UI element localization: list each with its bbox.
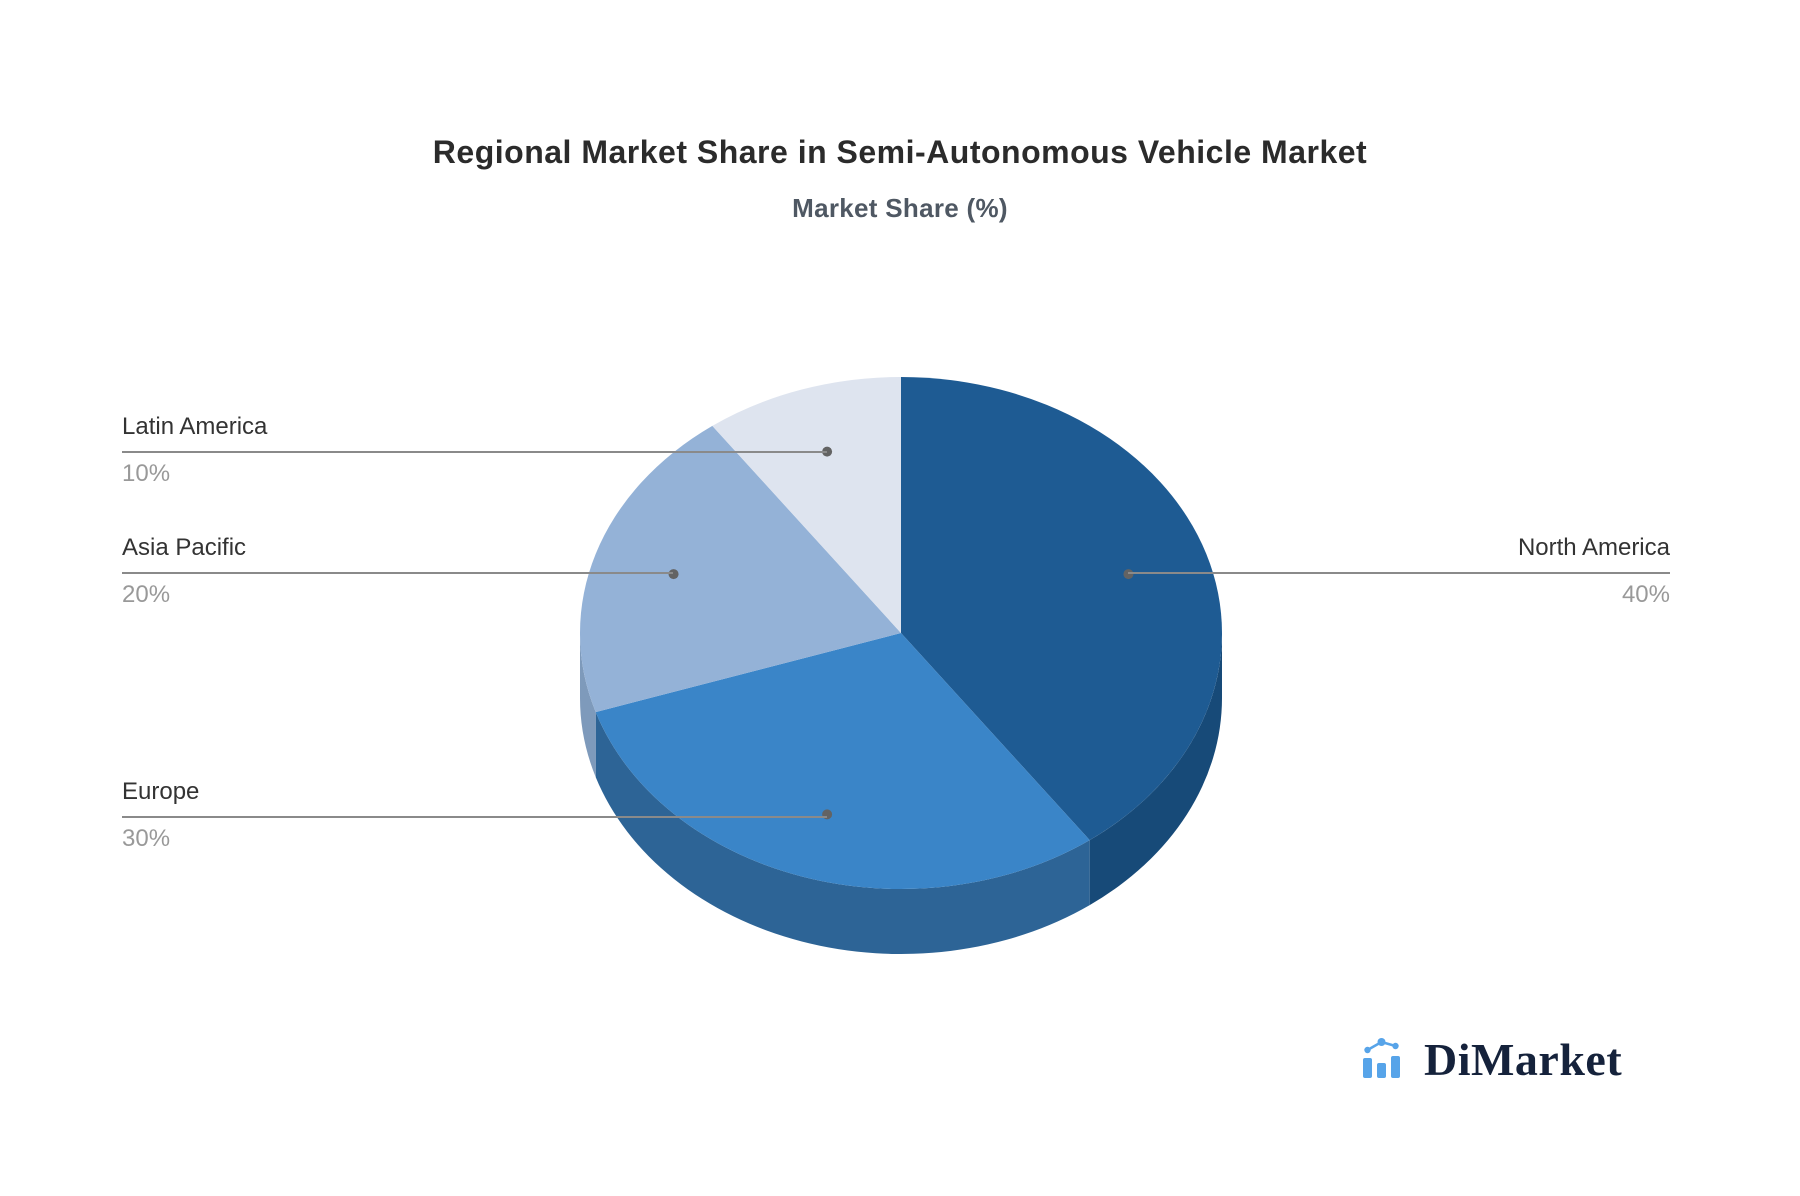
callout-name: Europe xyxy=(122,780,827,818)
pie-slice-north-america[interactable] xyxy=(901,377,1222,841)
callout-percent: 40% xyxy=(1621,581,1670,608)
callout-name: North America xyxy=(1128,536,1670,574)
chart-title: Regional Market Share in Semi-Autonomous… xyxy=(432,134,1368,170)
callout-dot-north-america xyxy=(1123,569,1134,580)
pie-slice-side-asia-pacific xyxy=(580,633,596,778)
callout-label-latin-america: Latin America 10% xyxy=(122,415,827,486)
callout-label-north-america: North America 40% xyxy=(1128,536,1670,607)
chart-subtitle: Market Share (%) xyxy=(792,193,1008,223)
dimarket-logo: DiMarket xyxy=(1360,1036,1622,1084)
pie-slice-side-europe xyxy=(595,712,1090,954)
pie-slice-asia-pacific[interactable] xyxy=(580,425,901,713)
callout-name: Asia Pacific xyxy=(122,536,673,574)
pie-slice-latin-america[interactable] xyxy=(712,377,901,633)
callout-label-asia-pacific: Asia Pacific 20% xyxy=(122,536,673,607)
callout-percent: 10% xyxy=(122,460,171,487)
logo-text: DiMarket xyxy=(1424,1034,1623,1085)
mini-bar-line-chart-icon xyxy=(1363,1038,1400,1078)
callout-percent: 20% xyxy=(122,581,171,608)
pie-slice-europe[interactable] xyxy=(595,633,1090,889)
callout-label-europe: Europe 30% xyxy=(122,780,827,851)
callout-dot-latin-america xyxy=(822,446,833,457)
pie-slice-side-north-america xyxy=(1089,633,1222,906)
callout-percent: 30% xyxy=(122,825,171,852)
callout-name: Latin America xyxy=(122,415,827,453)
callout-dot-asia-pacific xyxy=(668,569,679,580)
